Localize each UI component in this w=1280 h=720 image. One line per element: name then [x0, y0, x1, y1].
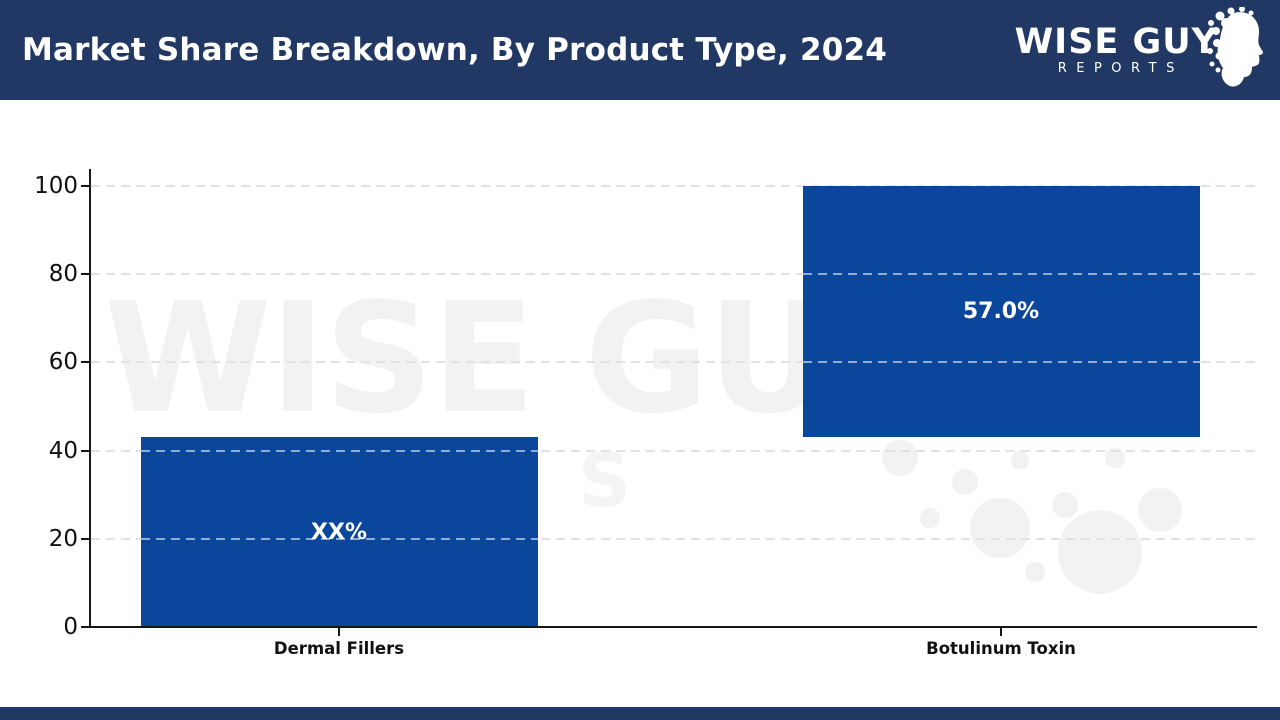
wiseguy-head-icon: [1205, 7, 1263, 87]
bar-value-label: 57.0%: [962, 299, 1040, 325]
category-label-1: Botulinum Toxin: [926, 639, 1076, 658]
watermark-dots: [882, 440, 1182, 594]
x-tick-1: [1000, 628, 1002, 636]
gridline-60: [91, 361, 1256, 364]
x-axis-line: [89, 626, 1257, 628]
y-tick-label-100: 100: [34, 173, 78, 199]
logo-subtitle: REPORTS: [1057, 61, 1184, 77]
gridline-100: [91, 185, 1256, 187]
y-tick-label-60: 60: [48, 349, 78, 376]
y-tick-80: [81, 273, 90, 276]
bar-gridline-overlay-40: [140, 449, 538, 452]
y-tick-0: [81, 626, 90, 628]
category-label-0: Dermal Fillers: [273, 639, 405, 658]
y-tick-label-40: 40: [48, 437, 78, 464]
y-tick-40: [81, 449, 90, 452]
x-tick-0: [338, 628, 340, 636]
header-band: Market Share Breakdown, By Product Type,…: [0, 0, 1280, 100]
bar-gridline-overlay-20: [140, 537, 538, 540]
y-tick-20: [81, 537, 90, 540]
y-tick-label-20: 20: [48, 525, 78, 552]
y-tick-60: [81, 361, 90, 364]
gridline-20: [91, 537, 1256, 540]
wiseguy-logo: WISE GUY REPORTS: [1015, 6, 1266, 94]
footer-band: [0, 707, 1280, 720]
gridline-40: [91, 449, 1256, 452]
y-axis-line: [89, 169, 91, 628]
page-title: Market Share Breakdown, By Product Type,…: [22, 32, 888, 68]
gridline-80: [91, 273, 1256, 276]
bar-gridline-overlay-80: [802, 273, 1200, 276]
wiseguy-logo-text: WISE GUY REPORTS: [1014, 21, 1218, 77]
logo-wordmark: WISE GUY: [1014, 21, 1218, 62]
y-tick-100: [81, 185, 90, 187]
bar-botulinum-toxin: 57.0%: [802, 186, 1200, 438]
watermark-wordmark: WISE GUY: [104, 270, 939, 447]
bar-dermal-fillers: XX%: [140, 437, 538, 627]
y-tick-label-80: 80: [48, 261, 78, 288]
y-tick-label-0: 0: [63, 614, 78, 640]
bar-gridline-overlay-60: [802, 361, 1200, 364]
bar-value-label: XX%: [311, 519, 367, 545]
